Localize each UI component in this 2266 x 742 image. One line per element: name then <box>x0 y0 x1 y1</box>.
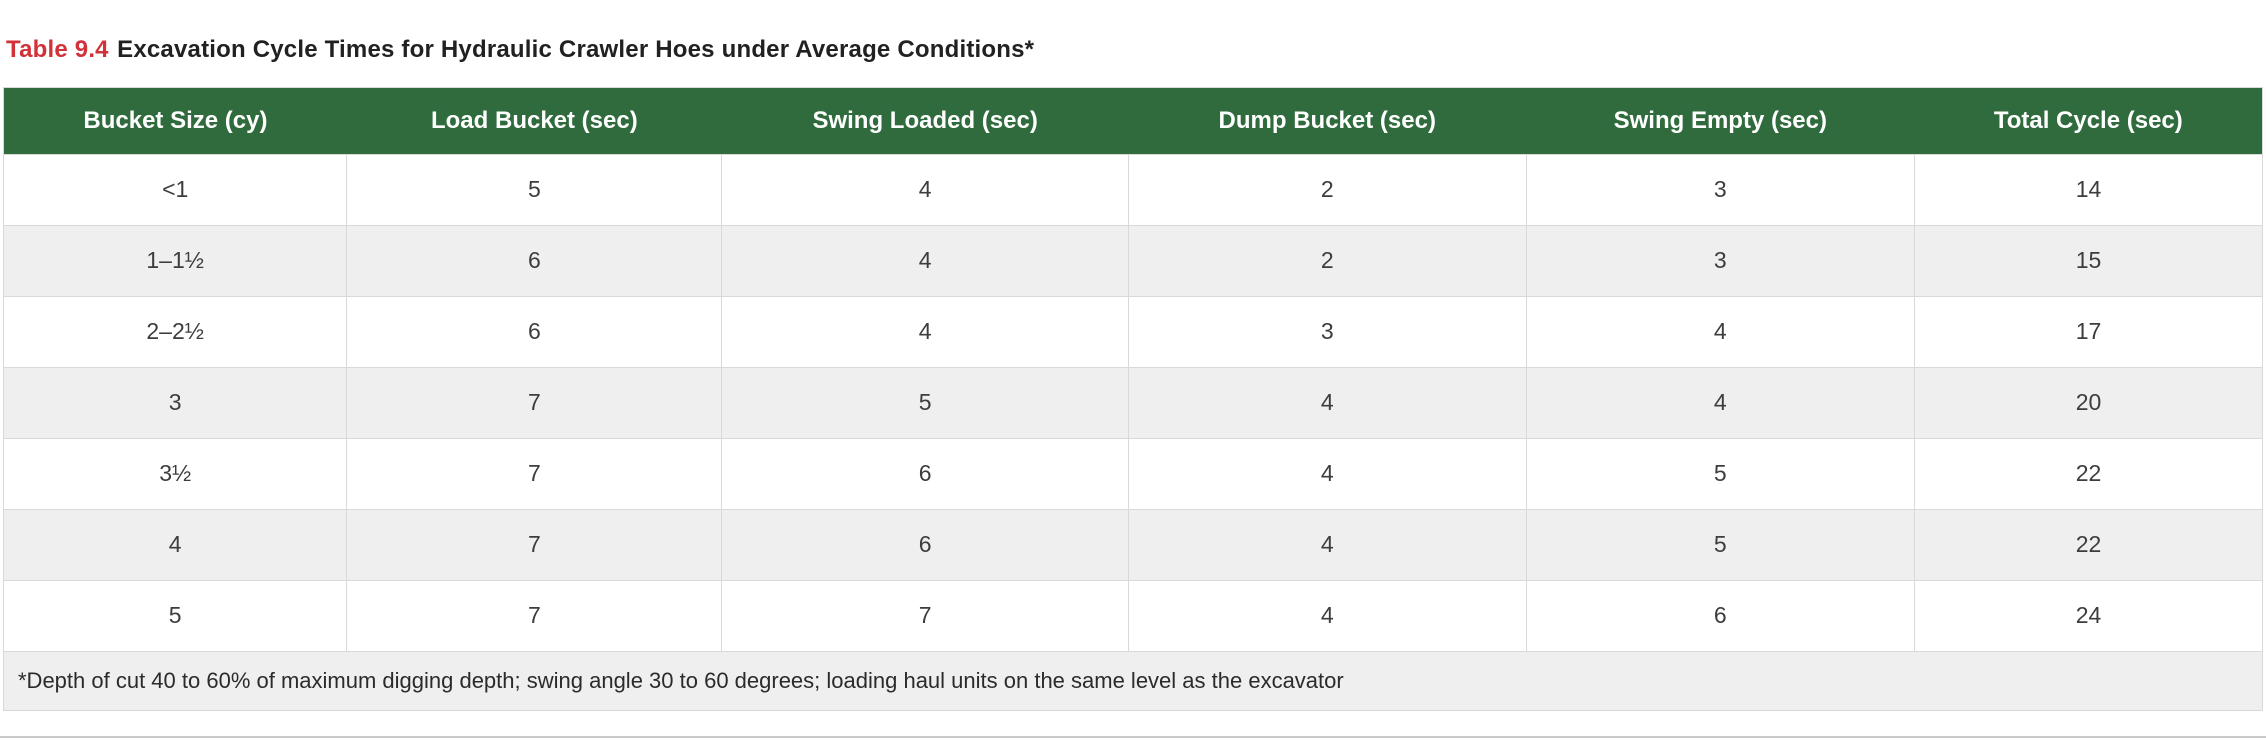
table-cell: 5 <box>1525 508 1916 581</box>
column-header: Bucket Size (cy) <box>3 87 347 155</box>
table-row: 3 7 5 4 4 20 <box>2 366 2263 439</box>
table-number: Table 9.4 <box>6 36 109 63</box>
table-cell: 6 <box>346 224 723 297</box>
table-caption: Excavation Cycle Times for Hydraulic Cra… <box>117 36 1035 63</box>
table-cell: 4 <box>721 224 1129 297</box>
table-cell: 4 <box>1127 579 1527 652</box>
table-cell: 17 <box>1914 295 2263 368</box>
table-cell: 2–2½ <box>2 295 348 368</box>
table-cell: 7 <box>346 579 723 652</box>
table-cell: 7 <box>346 437 723 510</box>
table-cell: 5 <box>2 579 348 652</box>
excavation-cycle-times-table: Bucket Size (cy) Load Bucket (sec) Swing L… <box>2 86 2263 711</box>
table-cell: 5 <box>346 153 723 226</box>
table-header-row: Bucket Size (cy) Load Bucket (sec) Swing L… <box>3 87 2263 155</box>
table-cell: <1 <box>2 153 348 226</box>
table-container: Bucket Size (cy) Load Bucket (sec) Swing L… <box>2 86 2263 711</box>
table-cell: 22 <box>1914 437 2263 510</box>
table-cell: 7 <box>346 366 723 439</box>
table-cell: 6 <box>721 508 1129 581</box>
table-footnote: *Depth of cut 40 to 60% of maximum diggi… <box>3 650 2263 711</box>
column-header: Swing Loaded (sec) <box>721 87 1129 155</box>
table-row: 2–2½ 6 4 3 4 17 <box>2 295 2263 368</box>
table-cell: 4 <box>1127 366 1527 439</box>
table-cell: 1–1½ <box>2 224 348 297</box>
table-cell: 3 <box>1525 224 1916 297</box>
column-header: Load Bucket (sec) <box>346 87 722 155</box>
table-row: 3½ 7 6 4 5 22 <box>2 437 2263 510</box>
table-cell: 4 <box>2 508 348 581</box>
table-cell: 4 <box>1525 295 1916 368</box>
table-cell: 6 <box>1525 579 1916 652</box>
table-cell: 2 <box>1127 153 1527 226</box>
table-cell: 4 <box>1525 366 1916 439</box>
table-cell: 3 <box>2 366 348 439</box>
column-header: Dump Bucket (sec) <box>1128 87 1527 155</box>
table-row: 5 7 7 4 6 24 <box>2 579 2263 652</box>
table-cell: 3½ <box>2 437 348 510</box>
bottom-divider <box>0 736 2266 738</box>
table-cell: 3 <box>1127 295 1527 368</box>
table-cell: 6 <box>721 437 1129 510</box>
table-cell: 15 <box>1914 224 2263 297</box>
table-cell: 6 <box>346 295 723 368</box>
table-cell: 3 <box>1525 153 1916 226</box>
table-cell: 4 <box>721 153 1129 226</box>
table-row: 4 7 6 4 5 22 <box>2 508 2263 581</box>
table-cell: 5 <box>721 366 1129 439</box>
table-cell: 4 <box>1127 437 1527 510</box>
table-cell: 5 <box>1525 437 1916 510</box>
table-row: <1 5 4 2 3 14 <box>2 153 2263 226</box>
table-title: Table 9.4 Excavation Cycle Times for Hydr… <box>0 0 2266 65</box>
table-row: 1–1½ 6 4 2 3 15 <box>2 224 2263 297</box>
table-cell: 20 <box>1914 366 2263 439</box>
table-cell: 4 <box>1127 508 1527 581</box>
table-cell: 24 <box>1914 579 2263 652</box>
footnote-row: *Depth of cut 40 to 60% of maximum diggi… <box>3 650 2263 711</box>
table-cell: 2 <box>1127 224 1527 297</box>
table-cell: 4 <box>721 295 1129 368</box>
table-cell: 7 <box>346 508 723 581</box>
column-header: Total Cycle (sec) <box>1914 87 2263 155</box>
column-header: Swing Empty (sec) <box>1526 87 1915 155</box>
table-cell: 22 <box>1914 508 2263 581</box>
table-cell: 7 <box>721 579 1129 652</box>
table-cell: 14 <box>1914 153 2263 226</box>
